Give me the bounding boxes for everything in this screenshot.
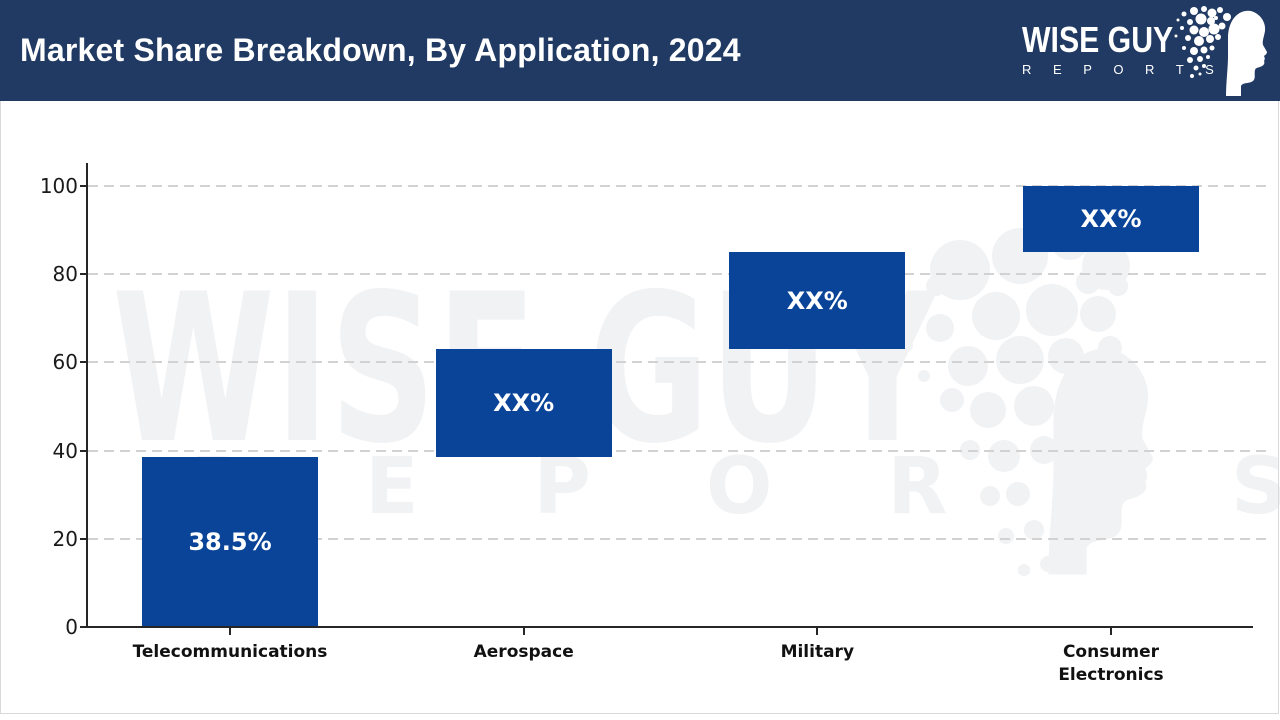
x-tick-0 xyxy=(229,627,231,635)
watermark-head-dots-icon xyxy=(896,220,1153,576)
gridline-40 xyxy=(88,449,1266,452)
x-tick-1 xyxy=(522,627,525,635)
brand-logo-text: WISE GUY R E P O R T S xyxy=(1022,19,1223,78)
page-title: Market Share Breakdown, By Application, … xyxy=(20,32,741,68)
brand-logo: WISE GUY R E P O R T S xyxy=(1022,4,1272,98)
x-category-label: Aerospace xyxy=(473,642,574,662)
gridline-100 xyxy=(88,185,1266,187)
y-tick-100 xyxy=(80,185,88,187)
bar-military: XX% xyxy=(729,252,906,350)
y-tick-label-20: 20 xyxy=(52,526,78,551)
y-tick-label-100: 100 xyxy=(39,174,78,198)
bar-telecommunications: 38.5% xyxy=(142,457,318,627)
y-tick-60 xyxy=(80,361,88,364)
x-tick-2 xyxy=(816,627,819,635)
bar-value-label: 38.5% xyxy=(188,528,272,557)
y-tick-0 xyxy=(80,626,88,628)
y-tick-label-40: 40 xyxy=(52,438,78,463)
y-axis-line xyxy=(86,163,88,628)
x-category-label: Telecommunications xyxy=(132,642,328,662)
header-bar: Market Share Breakdown, By Application, … xyxy=(0,0,1280,101)
y-tick-40 xyxy=(80,449,88,452)
bar-aerospace: XX% xyxy=(435,349,612,458)
gridline-20 xyxy=(88,537,1266,540)
bar-value-label: XX% xyxy=(1080,205,1142,234)
x-tick-3 xyxy=(1110,627,1112,635)
x-category-label: Consumer Electronics xyxy=(1058,642,1164,685)
brand-name: WISE GUY xyxy=(1022,19,1174,60)
gridline-60 xyxy=(88,361,1266,364)
brand-subname: R E P O R T S xyxy=(1022,62,1223,77)
x-axis-line xyxy=(86,626,1253,628)
x-category-label: Military xyxy=(780,642,855,662)
y-tick-label-0: 0 xyxy=(65,615,78,639)
y-tick-label-80: 80 xyxy=(52,262,78,287)
bar-consumer-electronics: XX% xyxy=(1023,186,1199,253)
bar-value-label: XX% xyxy=(493,389,555,418)
bar-value-label: XX% xyxy=(786,286,848,315)
y-tick-80 xyxy=(80,273,88,276)
y-tick-20 xyxy=(80,537,88,540)
y-tick-label-60: 60 xyxy=(52,350,78,375)
brand-head-dots-icon xyxy=(1174,6,1267,96)
gridline-80 xyxy=(88,273,1266,276)
